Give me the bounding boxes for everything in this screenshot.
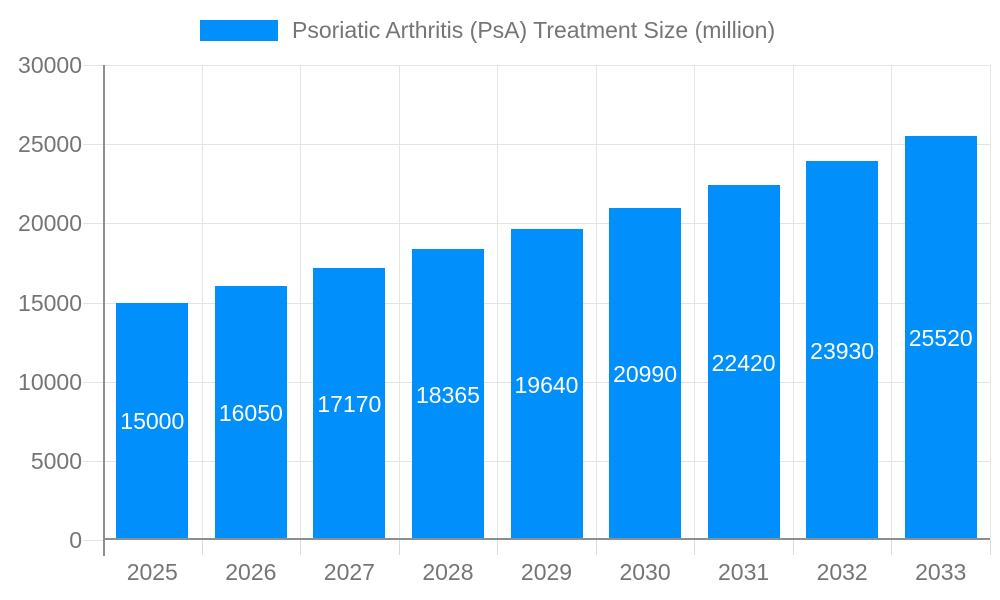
h-gridline: [103, 223, 990, 225]
y-axis-label: 15000: [18, 289, 82, 316]
y-tick: [83, 302, 103, 304]
bar-value-label: 15000: [120, 408, 185, 435]
bar[interactable]: 18365: [411, 249, 484, 540]
bar-value-label: 25520: [908, 324, 973, 351]
legend-label: Psoriatic Arthritis (PsA) Treatment Size…: [292, 17, 776, 43]
v-gridline: [990, 65, 991, 540]
bar-value-label: 16050: [218, 399, 283, 426]
v-gridline: [201, 65, 203, 540]
y-axis-label: 10000: [18, 368, 82, 395]
y-axis-label: 25000: [18, 131, 82, 158]
bar[interactable]: 22420: [707, 185, 780, 540]
plot-area: 0 5000 10000 15000 20000 25000 30000 15000 2025 1…: [18, 52, 991, 585]
bar[interactable]: 15000: [116, 302, 189, 540]
x-axis-label: 2025: [126, 559, 178, 585]
x-axis-label: 2031: [718, 559, 770, 585]
x-axis-label: 2028: [422, 559, 474, 585]
y-axis-label: 5000: [30, 447, 82, 474]
legend-item[interactable]: Psoriatic Arthritis (PsA) Treatment Size…: [200, 17, 775, 44]
x-axis-label: 2026: [225, 559, 277, 585]
v-gridline: [792, 65, 794, 540]
bar[interactable]: 16050: [214, 285, 287, 540]
bar-value-label: 20990: [613, 360, 678, 387]
y-tick: [83, 223, 103, 225]
legend: Psoriatic Arthritis (PsA) Treatment Size…: [200, 17, 775, 44]
v-gridline: [300, 65, 302, 540]
x-axis-label: 2032: [816, 559, 868, 585]
x-tick: [990, 540, 991, 555]
v-gridline: [398, 65, 400, 540]
x-axis-label: 2029: [520, 559, 573, 585]
bar-value-label: 18365: [415, 381, 480, 408]
legend-swatch-icon: [200, 20, 278, 41]
bar[interactable]: 20990: [609, 207, 682, 540]
bar-value-label: 17170: [317, 391, 382, 418]
x-tick: [201, 540, 203, 555]
x-tick: [891, 540, 893, 555]
bar-value-label: 23930: [810, 337, 875, 364]
v-gridline: [497, 65, 499, 540]
y-tick: [83, 144, 103, 146]
y-tick: [83, 65, 103, 66]
v-gridline: [694, 65, 696, 540]
bar[interactable]: 23930: [806, 161, 879, 540]
y-axis-label: 20000: [18, 210, 82, 237]
v-gridline: [891, 65, 893, 540]
y-tick: [83, 460, 103, 462]
x-tick: [595, 540, 597, 555]
x-tick: [694, 540, 696, 555]
y-tick: [83, 381, 103, 383]
y-tick: [83, 540, 103, 541]
x-axis-label: 2027: [323, 559, 375, 585]
x-axis-label: 2030: [619, 559, 671, 585]
v-gridline: [595, 65, 597, 540]
bar-value-label: 19640: [514, 371, 579, 398]
x-axis-label: 2033: [915, 559, 967, 585]
bar-value-label: 22420: [711, 349, 776, 376]
bar[interactable]: 19640: [510, 229, 583, 540]
x-tick: [497, 540, 499, 555]
h-gridline: [103, 65, 990, 66]
x-tick: [300, 540, 302, 555]
y-axis-label: 0: [69, 527, 82, 553]
bar[interactable]: 25520: [904, 135, 977, 540]
y-axis-label: 30000: [18, 52, 82, 78]
x-tick: [792, 540, 794, 555]
x-axis-line: [103, 538, 990, 540]
x-tick: [398, 540, 400, 555]
bar[interactable]: 17170: [313, 268, 386, 540]
y-axis-line: [103, 65, 105, 556]
h-gridline: [103, 144, 990, 146]
